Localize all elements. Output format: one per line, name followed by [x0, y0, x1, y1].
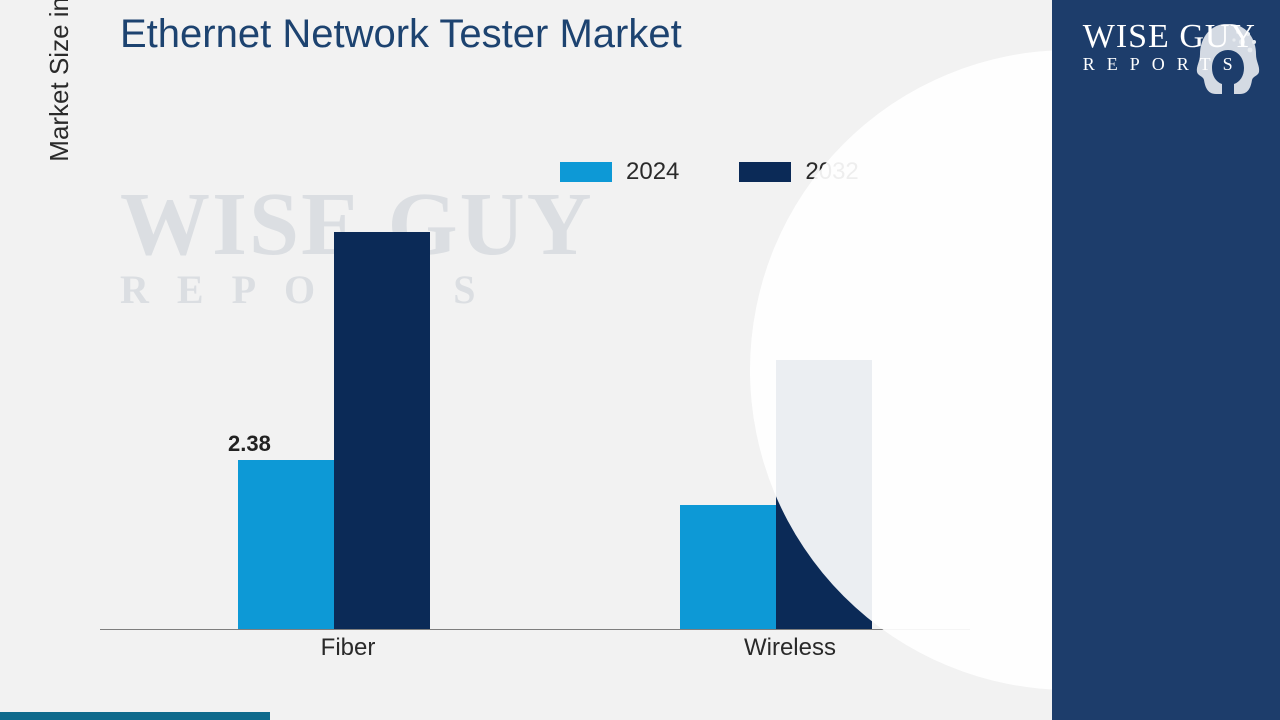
legend-item-2024: 2024 — [560, 158, 679, 186]
bar-fiber-2032 — [334, 232, 430, 629]
y-axis-label: Market Size in USD Billion — [44, 0, 75, 220]
legend-swatch-2032 — [739, 162, 791, 182]
brand-logo-text: WISE GUY REPORTS — [1083, 18, 1256, 75]
bar-wireless-2024 — [680, 505, 776, 629]
x-axis-baseline — [100, 629, 970, 630]
brand-panel — [1052, 0, 1280, 720]
bar-value-fiber-2024: 2.38 — [228, 431, 271, 457]
page: Ethernet Network Tester Market WISE GUY … — [0, 0, 1280, 720]
brand-line2: REPORTS — [1083, 54, 1256, 75]
brand-line1: WISE GUY — [1083, 18, 1256, 56]
bar-label-wireless: Wireless — [680, 634, 900, 662]
legend-swatch-2024 — [560, 162, 612, 182]
legend-label-2024: 2024 — [626, 158, 679, 186]
footer-accent-bar — [0, 712, 270, 720]
bar-label-fiber: Fiber — [238, 634, 458, 662]
chart-title: Ethernet Network Tester Market — [120, 12, 682, 57]
bar-fiber-2024 — [238, 460, 334, 629]
